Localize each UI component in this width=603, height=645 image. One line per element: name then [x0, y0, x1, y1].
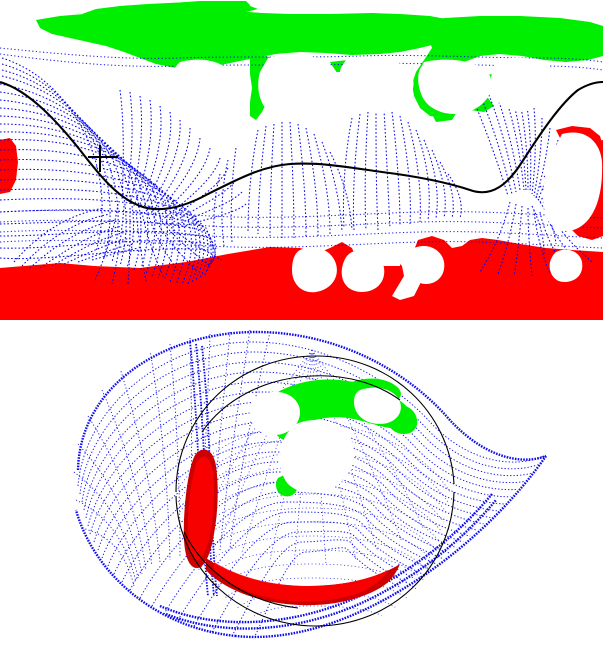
- lobe-rim-highlight: [74, 330, 547, 639]
- white-cells-top: [168, 54, 603, 293]
- bottom-panel-canvas: [0, 320, 603, 645]
- top-panel-canvas: [0, 0, 603, 320]
- orthographic-globe-panel[interactable]: [0, 320, 603, 645]
- cylindrical-projection-panel[interactable]: [0, 0, 603, 320]
- white-cells-bottom: [249, 387, 401, 493]
- streamline-field-top: [0, 47, 603, 285]
- limb-curves-bottom: [175, 355, 455, 627]
- hot-region-bottom-bright: [187, 456, 388, 602]
- boundary-contour-top: [0, 80, 603, 211]
- crosshair-marker[interactable]: [88, 145, 118, 172]
